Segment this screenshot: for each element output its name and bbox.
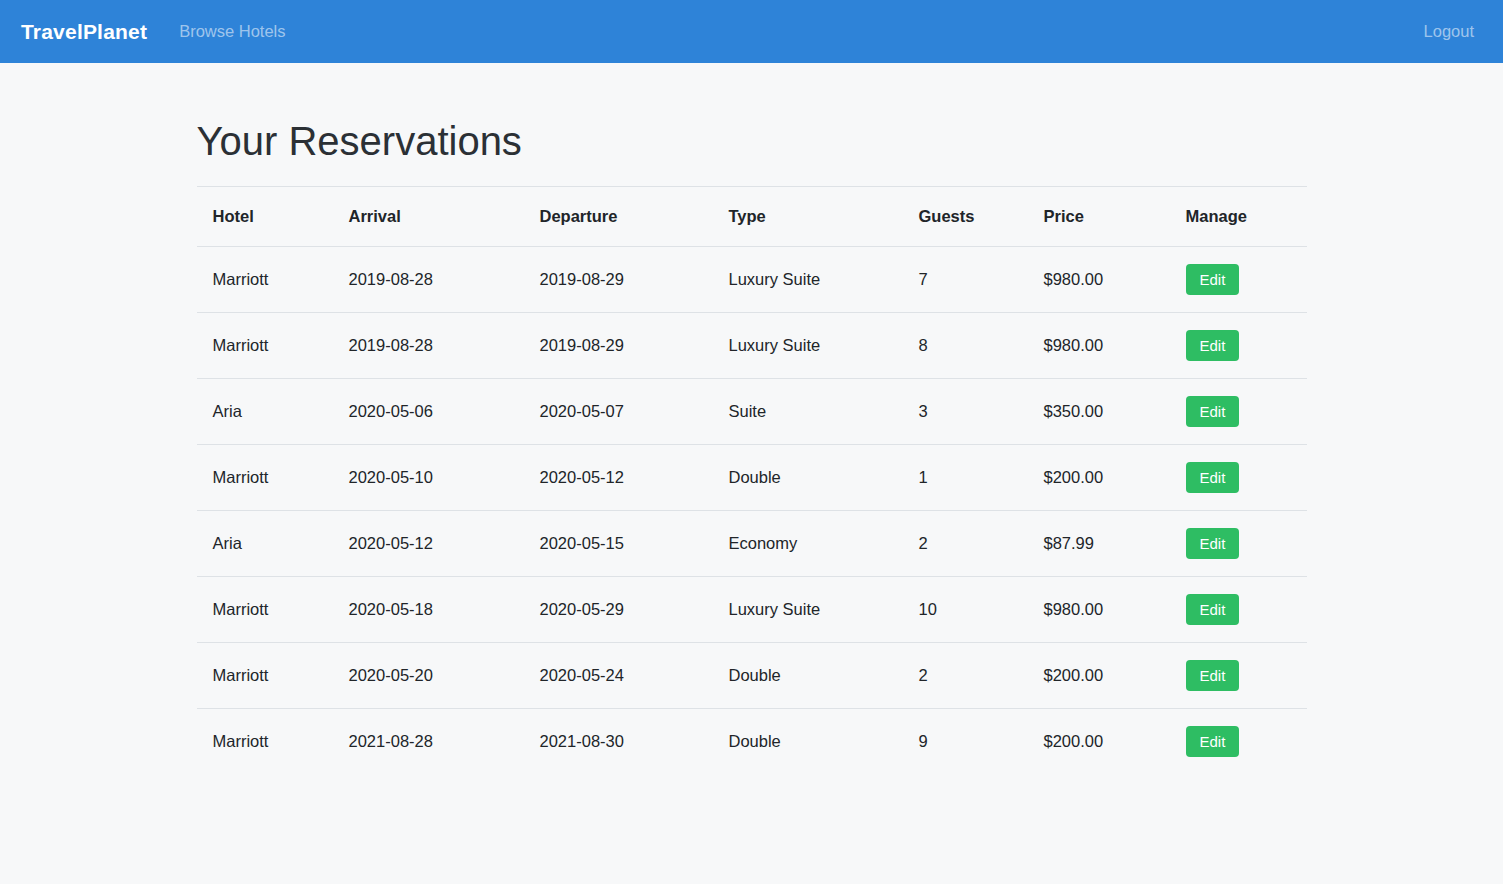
guests-cell: 8 [903,313,1028,379]
edit-button[interactable]: Edit [1186,594,1240,625]
navbar: TravelPlanet Browse Hotels Logout [0,0,1503,63]
edit-button[interactable]: Edit [1186,726,1240,757]
type-cell: Double [713,709,903,775]
guests-cell: 2 [903,511,1028,577]
price-cell: $200.00 [1028,445,1170,511]
nav-link-logout[interactable]: Logout [1416,14,1482,49]
table-row: Marriott2020-05-182020-05-29Luxury Suite… [197,577,1307,643]
column-header-hotel: Hotel [197,187,333,247]
arrival-cell: 2021-08-28 [333,709,524,775]
manage-cell: Edit [1170,577,1307,643]
departure-cell: 2020-05-07 [524,379,713,445]
departure-cell: 2019-08-29 [524,247,713,313]
hotel-cell: Marriott [197,709,333,775]
hotel-cell: Marriott [197,313,333,379]
manage-cell: Edit [1170,511,1307,577]
column-header-departure: Departure [524,187,713,247]
arrival-cell: 2020-05-06 [333,379,524,445]
manage-cell: Edit [1170,313,1307,379]
main-content: Your Reservations HotelArrivalDepartureT… [182,119,1322,775]
price-cell: $980.00 [1028,313,1170,379]
table-row: Aria2020-05-122020-05-15Economy2$87.99 Ed… [197,511,1307,577]
departure-cell: 2021-08-30 [524,709,713,775]
table-row: Marriott2019-08-282019-08-29Luxury Suite… [197,313,1307,379]
type-cell: Suite [713,379,903,445]
edit-button[interactable]: Edit [1186,330,1240,361]
manage-cell: Edit [1170,445,1307,511]
table-row: Marriott2019-08-282019-08-29Luxury Suite… [197,247,1307,313]
price-cell: $980.00 [1028,247,1170,313]
arrival-cell: 2020-05-20 [333,643,524,709]
hotel-cell: Marriott [197,445,333,511]
table-body: Marriott2019-08-282019-08-29Luxury Suite… [197,247,1307,775]
departure-cell: 2019-08-29 [524,313,713,379]
departure-cell: 2020-05-15 [524,511,713,577]
edit-button[interactable]: Edit [1186,462,1240,493]
arrival-cell: 2019-08-28 [333,313,524,379]
departure-cell: 2020-05-24 [524,643,713,709]
type-cell: Economy [713,511,903,577]
hotel-cell: Aria [197,379,333,445]
table-row: Marriott2020-05-102020-05-12Double1$200.… [197,445,1307,511]
type-cell: Luxury Suite [713,577,903,643]
column-header-type: Type [713,187,903,247]
guests-cell: 2 [903,643,1028,709]
type-cell: Luxury Suite [713,247,903,313]
edit-button[interactable]: Edit [1186,264,1240,295]
guests-cell: 10 [903,577,1028,643]
type-cell: Double [713,445,903,511]
nav-link-browse-hotels[interactable]: Browse Hotels [171,14,293,49]
table-row: Marriott2020-05-202020-05-24Double2$200.… [197,643,1307,709]
departure-cell: 2020-05-12 [524,445,713,511]
price-cell: $87.99 [1028,511,1170,577]
edit-button[interactable]: Edit [1186,660,1240,691]
table-row: Marriott2021-08-282021-08-30Double9$200.… [197,709,1307,775]
hotel-cell: Marriott [197,643,333,709]
column-header-arrival: Arrival [333,187,524,247]
column-header-manage: Manage [1170,187,1307,247]
arrival-cell: 2019-08-28 [333,247,524,313]
arrival-cell: 2020-05-18 [333,577,524,643]
guests-cell: 9 [903,709,1028,775]
column-header-guests: Guests [903,187,1028,247]
guests-cell: 1 [903,445,1028,511]
price-cell: $200.00 [1028,643,1170,709]
edit-button[interactable]: Edit [1186,528,1240,559]
departure-cell: 2020-05-29 [524,577,713,643]
guests-cell: 7 [903,247,1028,313]
type-cell: Luxury Suite [713,313,903,379]
hotel-cell: Marriott [197,577,333,643]
price-cell: $200.00 [1028,709,1170,775]
manage-cell: Edit [1170,379,1307,445]
arrival-cell: 2020-05-10 [333,445,524,511]
table-header: HotelArrivalDepartureTypeGuestsPriceMana… [197,187,1307,247]
manage-cell: Edit [1170,643,1307,709]
table-header-row: HotelArrivalDepartureTypeGuestsPriceMana… [197,187,1307,247]
price-cell: $980.00 [1028,577,1170,643]
type-cell: Double [713,643,903,709]
manage-cell: Edit [1170,247,1307,313]
table-row: Aria2020-05-062020-05-07Suite3$350.00 Edi… [197,379,1307,445]
column-header-price: Price [1028,187,1170,247]
edit-button[interactable]: Edit [1186,396,1240,427]
manage-cell: Edit [1170,709,1307,775]
hotel-cell: Aria [197,511,333,577]
brand-link[interactable]: TravelPlanet [21,20,147,44]
guests-cell: 3 [903,379,1028,445]
hotel-cell: Marriott [197,247,333,313]
page-title: Your Reservations [197,119,1307,164]
price-cell: $350.00 [1028,379,1170,445]
reservations-table: HotelArrivalDepartureTypeGuestsPriceMana… [197,186,1307,775]
arrival-cell: 2020-05-12 [333,511,524,577]
